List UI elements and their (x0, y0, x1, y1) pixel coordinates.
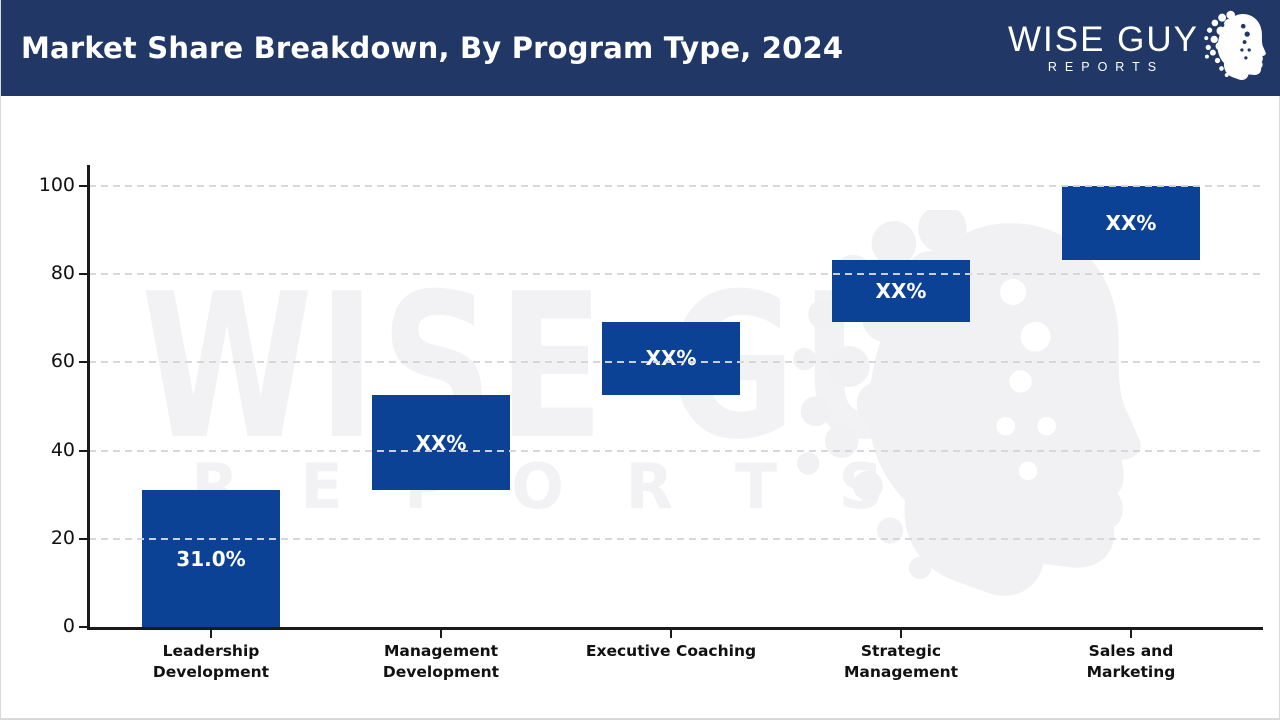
logo-wordmark: WISE GUY (1007, 20, 1199, 60)
bar-value-label: XX% (875, 278, 927, 303)
gridline-40 (89, 449, 1263, 452)
y-tick-label: 40 (50, 438, 75, 461)
y-tick-label: 20 (50, 526, 75, 549)
gridline-80 (89, 273, 1263, 276)
x-category-label: Sales and Marketing (1086, 642, 1176, 681)
x-tick-mark (900, 629, 902, 638)
y-axis (87, 165, 90, 629)
x-category-label: Leadership Development (152, 642, 270, 681)
x-axis (87, 627, 1263, 630)
bar-2: XX% (372, 395, 510, 491)
gridline-20 (89, 537, 1263, 540)
logo-text: WISE GUY REPORTS (1008, 22, 1199, 74)
bar-value-label: XX% (1105, 210, 1157, 235)
bar-1: 31.0% (142, 490, 280, 627)
gridline-60 (89, 361, 1263, 364)
bar-4: XX% (832, 259, 970, 322)
y-tick-mark (79, 273, 89, 276)
y-tick-mark (79, 361, 89, 364)
y-tick-label: 60 (50, 350, 75, 373)
bar-3: XX% (602, 321, 740, 396)
y-tick-mark (79, 185, 89, 187)
wiseguy-logo: WISE GUY REPORTS (1008, 10, 1267, 86)
bar-5: XX% (1062, 186, 1200, 260)
y-tick-label: 0 (62, 615, 75, 637)
bar-value-label: XX% (645, 346, 697, 371)
header: Market Share Breakdown, By Program Type,… (1, 0, 1280, 96)
y-tick-mark (79, 626, 89, 628)
y-tick-mark (79, 537, 89, 540)
x-tick-mark (210, 629, 212, 638)
x-tick-mark (670, 629, 672, 638)
y-tick-mark (79, 449, 89, 452)
gridline-100 (89, 185, 1263, 187)
page-title: Market Share Breakdown, By Program Type,… (21, 31, 844, 65)
logo-subtext: REPORTS (1047, 60, 1165, 75)
x-category-label: Executive Coaching (585, 642, 757, 660)
wiseguy-head-icon (1204, 10, 1266, 81)
x-category-label: Management Development (382, 642, 500, 681)
x-tick-mark (1130, 629, 1132, 638)
y-tick-label: 100 (38, 174, 75, 196)
x-category-label: Strategic Management (843, 642, 959, 681)
y-tick-label: 80 (50, 262, 75, 285)
x-tick-mark (440, 629, 442, 638)
bar-value-label: 31.0% (176, 546, 246, 571)
